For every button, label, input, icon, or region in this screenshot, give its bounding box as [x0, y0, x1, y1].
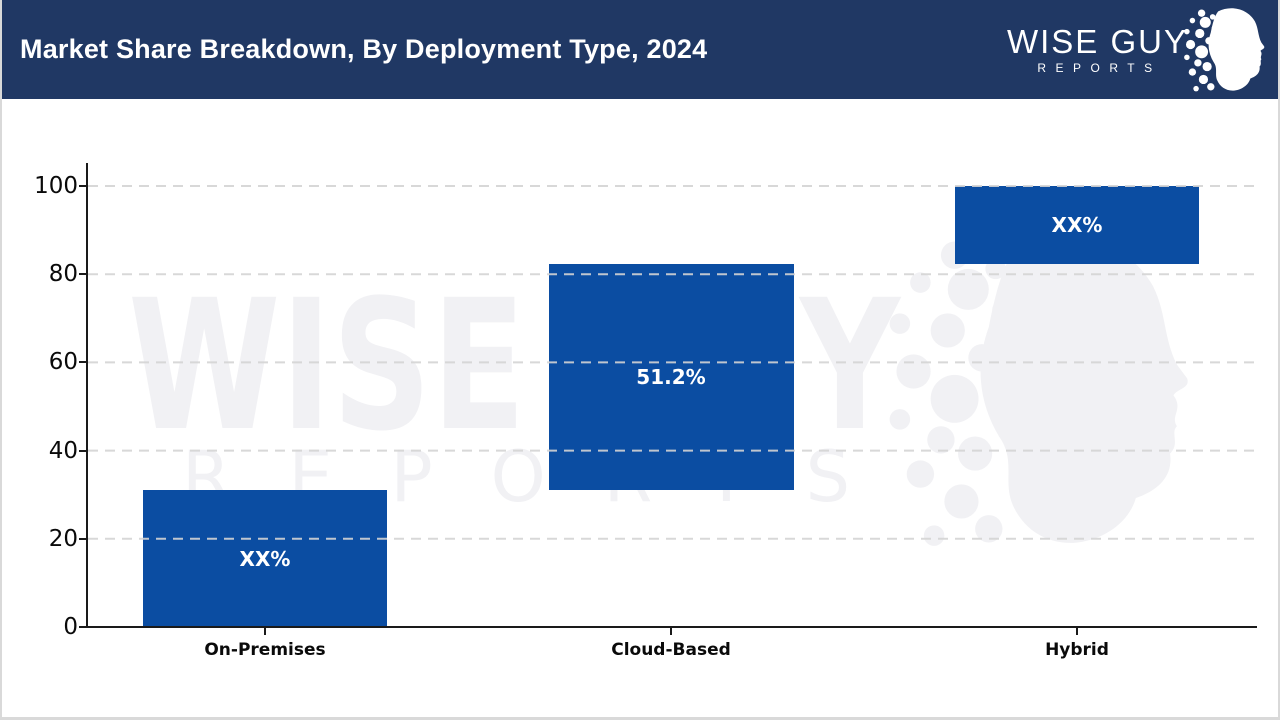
bar-value-label: XX%	[1051, 213, 1103, 238]
chart-area: WISE GUY REPORTS XX%51.2%XX% 02040608010…	[0, 99, 1280, 720]
logo-wordmark: WISE GUY	[1006, 23, 1188, 60]
bar-value-label: XX%	[239, 546, 291, 571]
logo-subtitle: REPORTS	[1037, 61, 1162, 75]
wise-guy-reports-logo: WISE GUY REPORTS	[1007, 4, 1266, 96]
bar-value-label: 51.2%	[636, 365, 706, 390]
head-profile-logo-icon	[1184, 7, 1265, 91]
bars-layer: XX% 51.2% XX%	[0, 99, 1280, 720]
logo-text: WISE GUY REPORTS	[1007, 25, 1188, 74]
bar-on-premises: XX%	[143, 490, 387, 627]
header-bar: Market Share Breakdown, By Deployment Ty…	[0, 0, 1280, 99]
bar-hybrid: XX%	[955, 186, 1199, 265]
bar-cloud-based: 51.2%	[548, 264, 794, 491]
page-title: Market Share Breakdown, By Deployment Ty…	[20, 34, 708, 64]
